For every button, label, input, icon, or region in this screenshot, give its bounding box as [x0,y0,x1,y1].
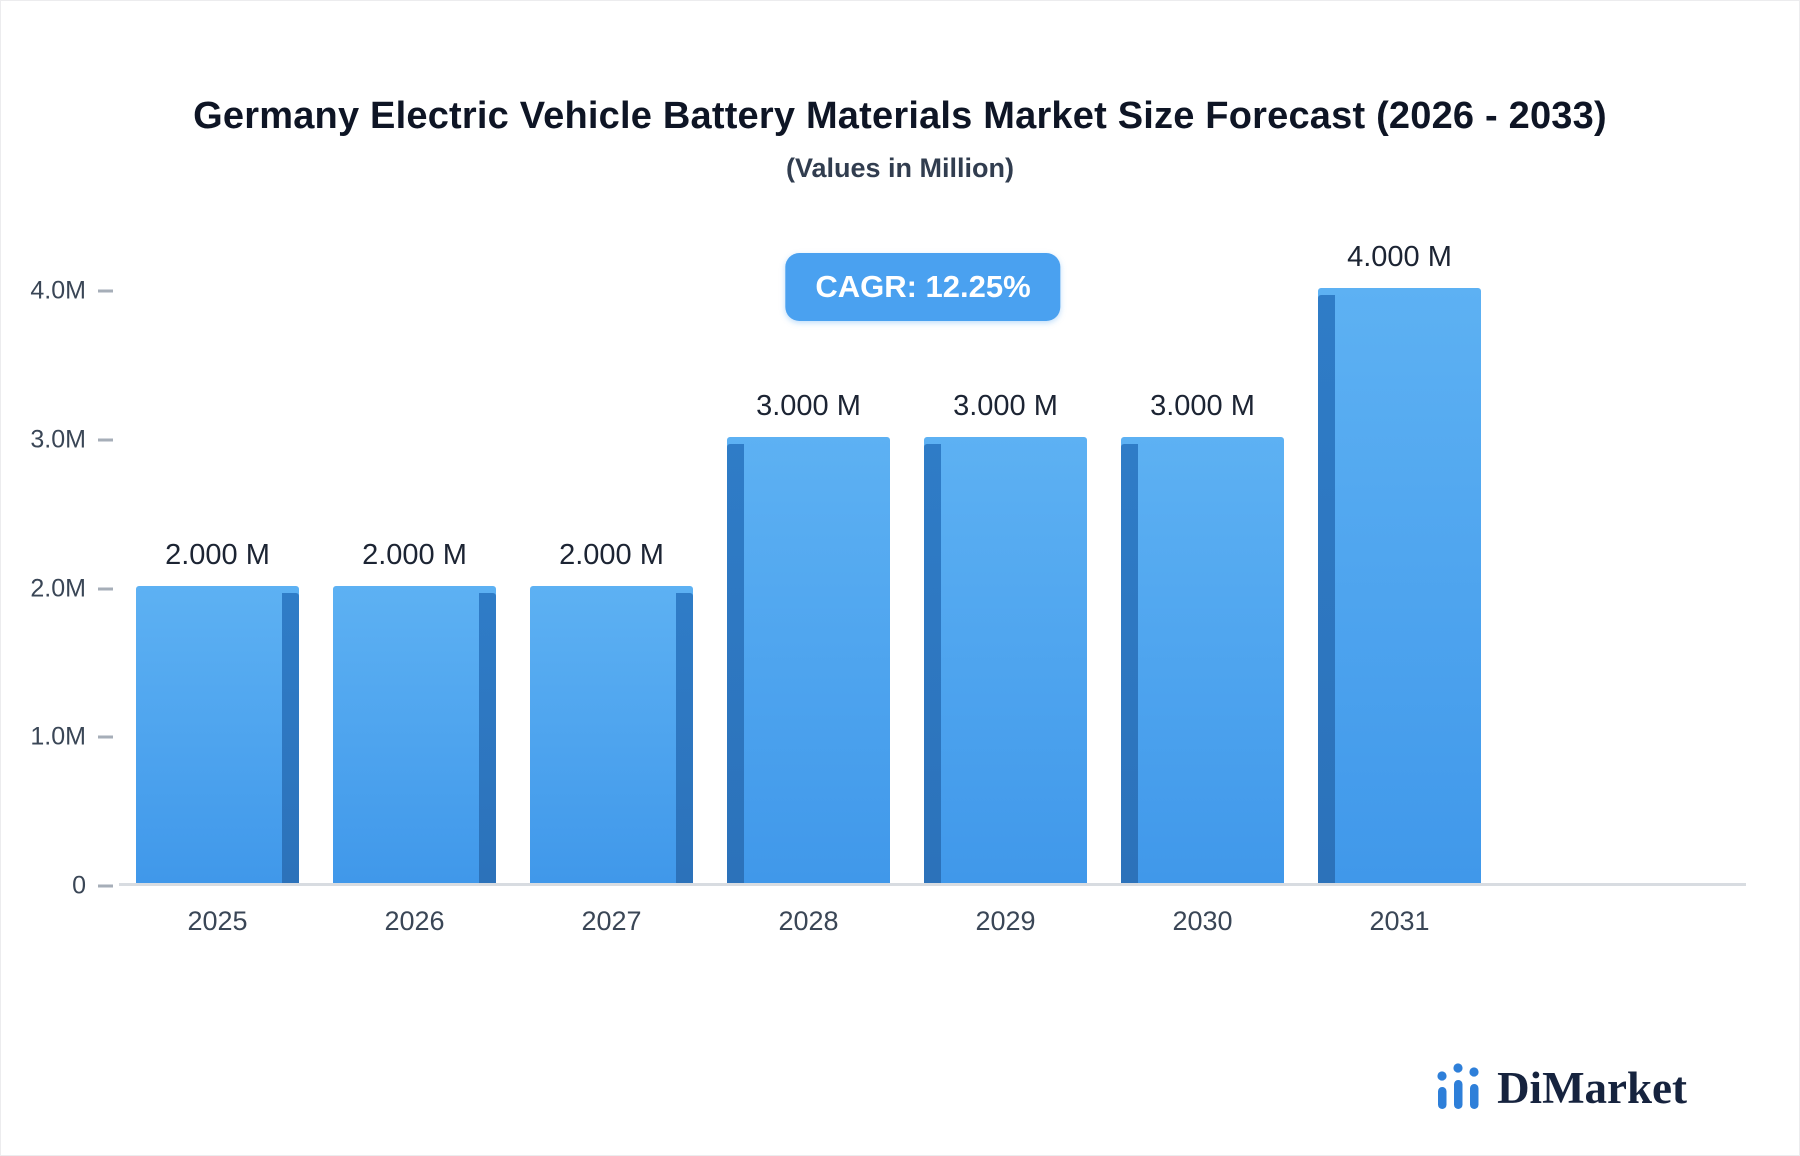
y-tick-mark [98,735,113,739]
bar-3d-edge [282,592,299,883]
brand-name: DiMarket [1497,1063,1687,1113]
y-tick-3.0M: 3.0M [30,425,113,454]
bar-3d-edge [727,443,744,883]
bar-group-2030: 3.000 M [1104,291,1301,883]
x-axis-label-2029: 2029 [975,906,1036,936]
bar-2031 [1318,288,1481,883]
y-tick-label: 3.0M [30,425,86,454]
x-axis-label-2031: 2031 [1369,906,1430,936]
bar-group-2031: 4.000 M [1301,241,1498,883]
brand-logo: DiMarket [1433,1063,1687,1111]
y-tick-0: 0 [72,872,113,901]
x-axis-labels: 2025 2026 2027 2028 2029 2030 2031 [119,906,1498,937]
bar-value-label-2031: 4.000 M [1347,241,1452,273]
bar-2025 [136,585,299,883]
bar-3d-edge [479,592,496,883]
x-axis-label-2027: 2027 [581,906,642,936]
y-tick-4.0M: 4.0M [30,277,113,306]
bar-2029 [924,436,1087,883]
bar-2026 [333,585,496,883]
y-tick-label: 1.0M [30,722,86,751]
y-tick-2.0M: 2.0M [30,574,113,603]
bar-value-label-2029: 3.000 M [953,389,1058,422]
x-axis-label-2025: 2025 [187,906,248,936]
bars-row: 2.000 M 2.000 M 2.000 M 3.000 M 3.000 M 3.000… [119,241,1498,883]
bar-group-2025: 2.000 M [119,291,316,883]
bar-value-label-2030: 3.000 M [1150,389,1255,422]
y-tick-label: 2.0M [30,574,86,602]
x-axis-label-2026: 2026 [384,906,445,936]
bar-2028 [727,436,890,883]
bar-3d-edge [676,592,693,883]
bar-3d-edge [924,443,941,883]
chart-title: Germany Electric Vehicle Battery Materia… [193,95,1607,137]
x-axis-label-2028: 2028 [778,906,839,936]
bar-3d-edge [1121,443,1138,883]
plot-area: 2.000 M 2.000 M 2.000 M 3.000 M 3.000 M 3.000… [119,241,1746,886]
bar-value-label-2028: 3.000 M [756,389,861,422]
bar-group-2027: 2.000 M [513,291,710,883]
bar-value-label-2025: 2.000 M [165,538,270,571]
bar-value-label-2026: 2.000 M [362,538,467,571]
cagr-badge: CAGR: 12.25% [785,253,1061,321]
bar-group-2026: 2.000 M [316,291,513,883]
y-tick-mark [98,884,113,888]
y-tick-mark [98,289,113,293]
bar-group-2028: 3.000 M [710,291,907,883]
bar-group-2029: 3.000 M [907,291,1104,883]
y-tick-1.0M: 1.0M [30,723,113,752]
bar-3d-edge [1318,295,1335,883]
bar-2030 [1121,436,1284,883]
y-tick-mark [98,438,113,442]
y-tick-label: 4.0M [30,276,86,305]
y-tick-label: 0 [72,871,86,900]
y-axis: 0 1.0M 2.0M 3.0M 4.0M [1,277,113,900]
bar-2027 [530,585,693,883]
bar-value-label-2027: 2.000 M [559,538,664,571]
y-tick-mark [98,587,113,590]
dimarket-logo-icon [1437,1063,1479,1109]
chart-subtitle: (Values in Million) [785,153,1015,183]
x-axis-label-2030: 2030 [1172,906,1233,936]
